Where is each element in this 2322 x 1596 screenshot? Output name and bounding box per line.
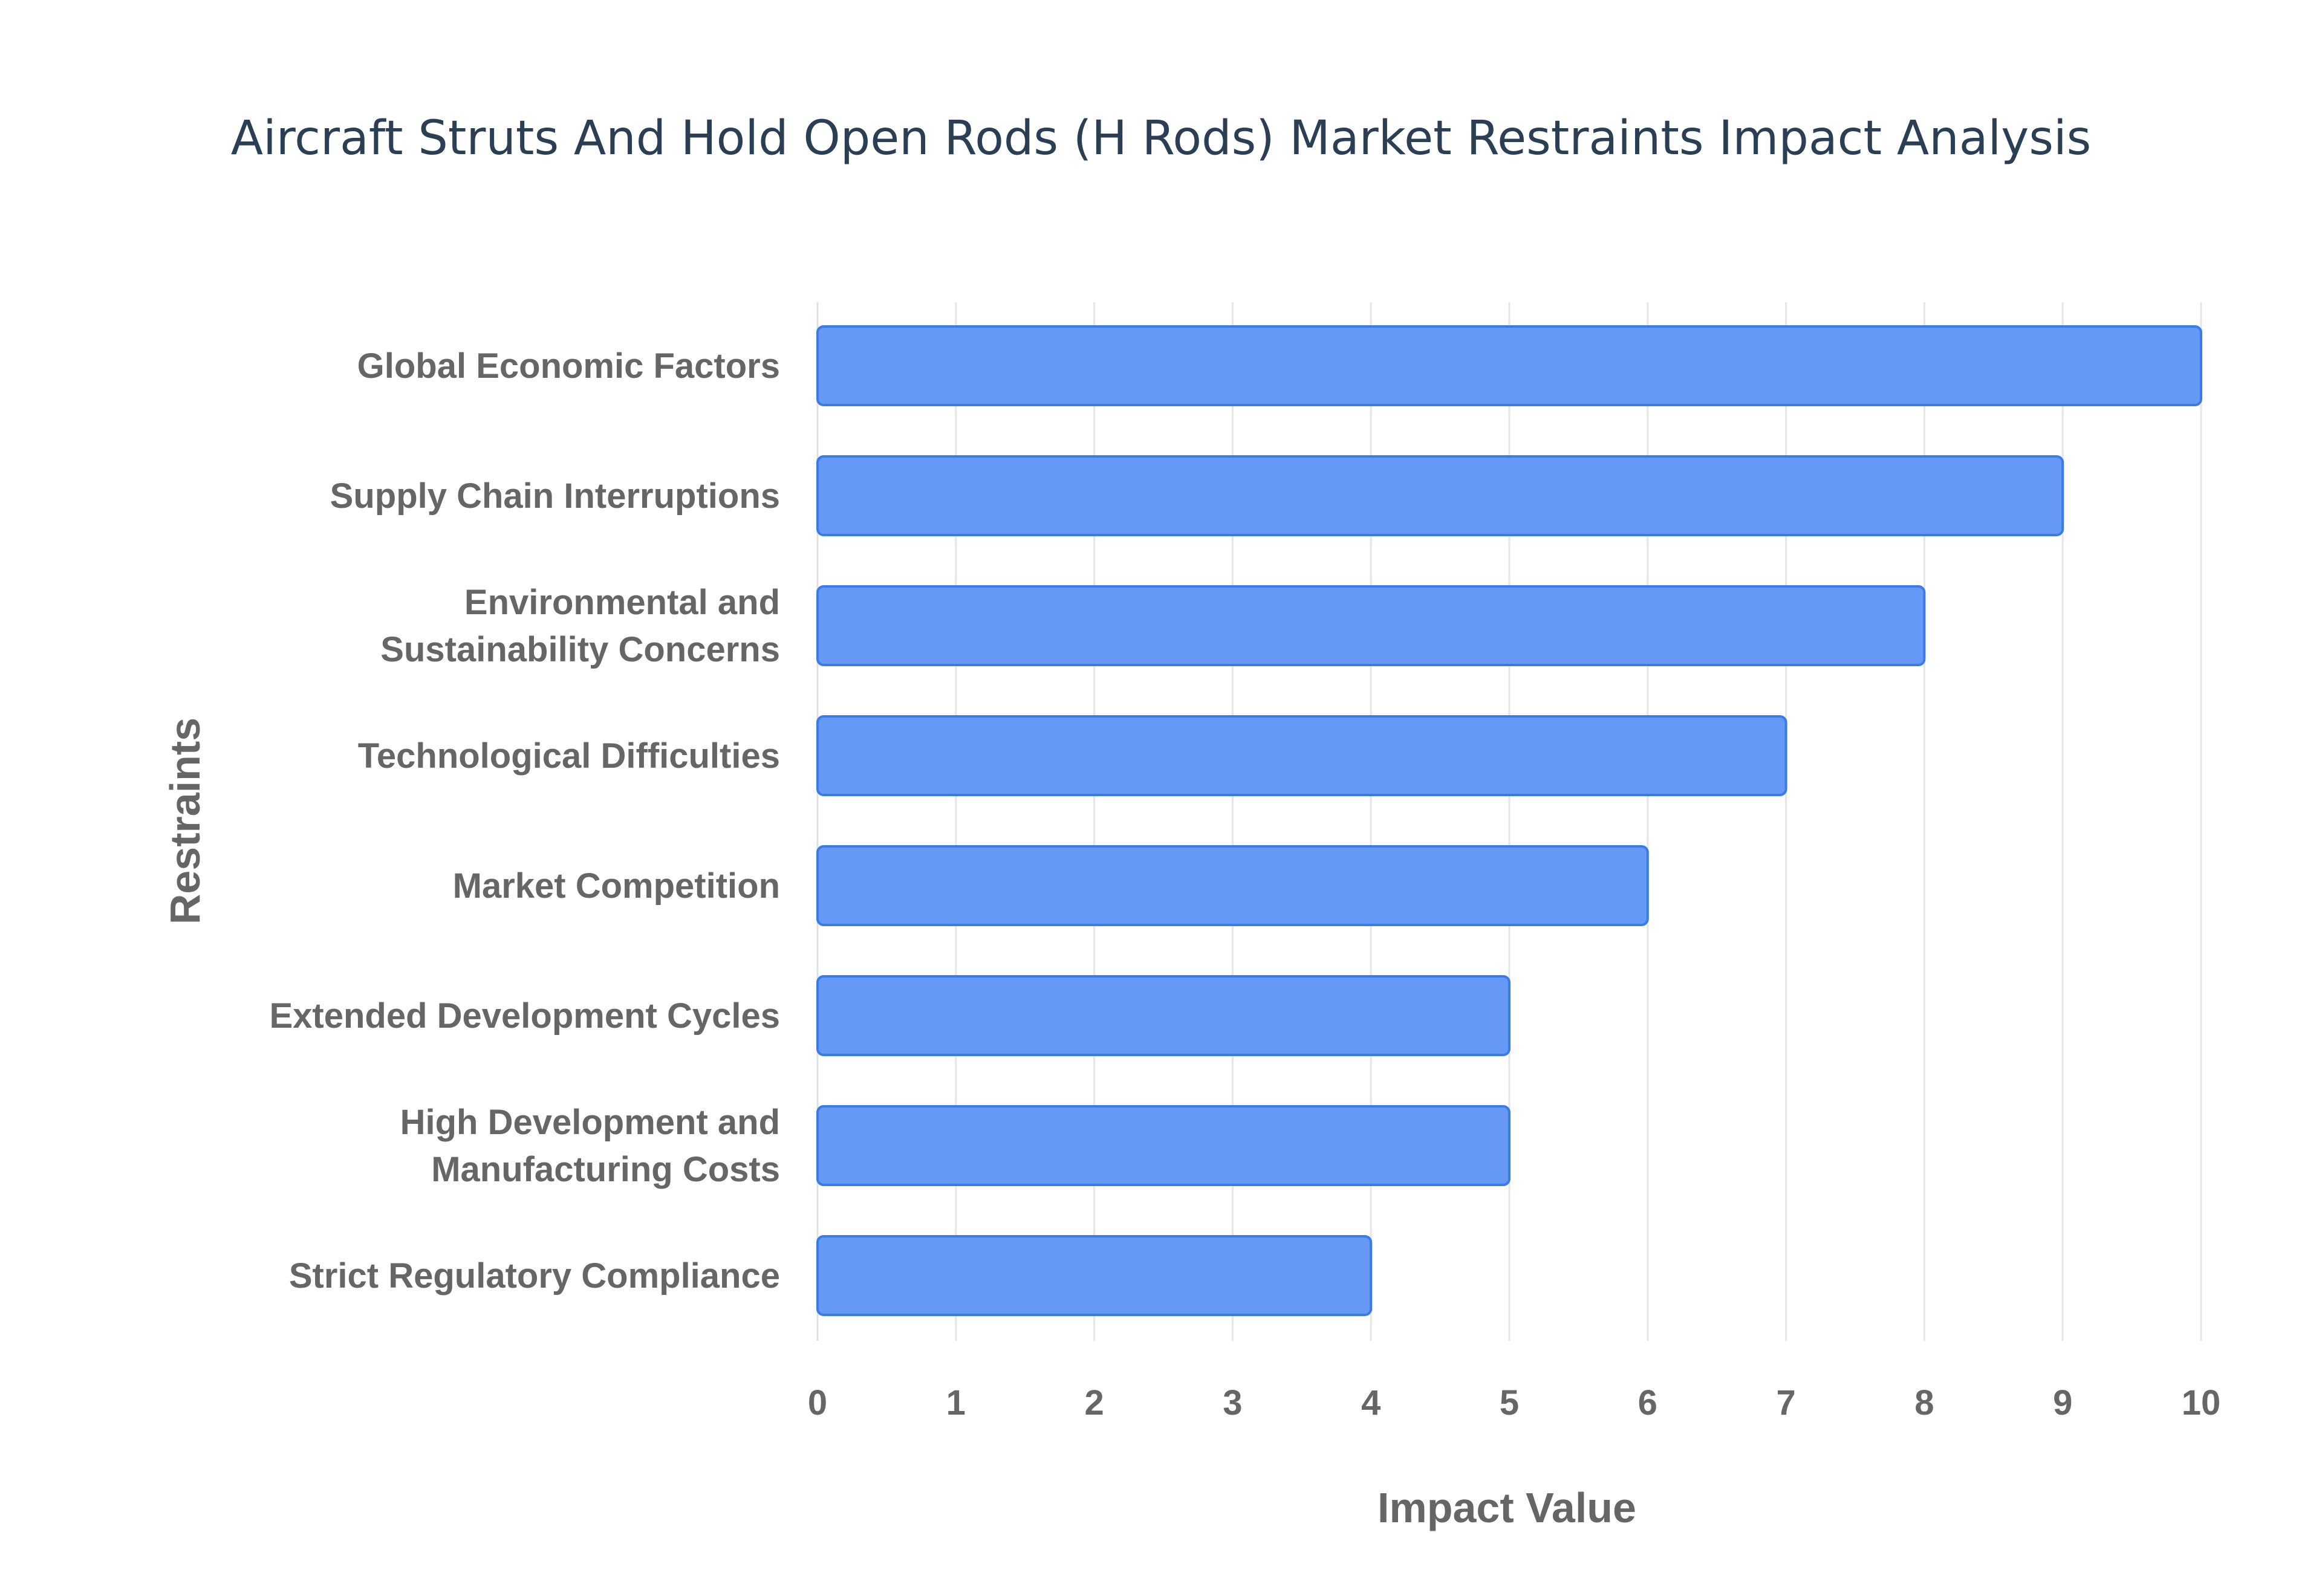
x-tick-label: 2 bbox=[1084, 1383, 1104, 1422]
bar bbox=[816, 1235, 1373, 1316]
category-label-line: Environmental and bbox=[464, 583, 780, 622]
x-tick-label: 9 bbox=[2053, 1383, 2072, 1422]
bar bbox=[816, 585, 1926, 666]
bar bbox=[816, 325, 2202, 406]
category-label: Extended Development Cycles bbox=[269, 996, 780, 1036]
category-label: High Development and Manufacturing Costs bbox=[400, 1103, 780, 1189]
bar bbox=[816, 715, 1787, 796]
y-axis-title: Restraints bbox=[161, 718, 209, 924]
category-label-line: Supply Chain Interruptions bbox=[330, 476, 780, 516]
category-label: Strict Regulatory Compliance bbox=[289, 1256, 780, 1296]
category-label: Technological Difficulties bbox=[358, 736, 780, 776]
x-tick-label: 3 bbox=[1223, 1383, 1242, 1422]
x-tick-label: 10 bbox=[2182, 1383, 2221, 1422]
category-label-line: Extended Development Cycles bbox=[269, 996, 780, 1036]
chart-title: Aircraft Struts And Hold Open Rods (H Ro… bbox=[231, 111, 2092, 166]
x-tick-label: 8 bbox=[1914, 1383, 1934, 1422]
bar bbox=[816, 455, 2064, 536]
bar bbox=[816, 975, 1511, 1056]
bar bbox=[816, 845, 1649, 926]
bar-layer bbox=[816, 325, 2202, 1316]
x-tick-label: 6 bbox=[1638, 1383, 1657, 1422]
category-label: Global Economic Factors bbox=[357, 346, 780, 386]
category-label: Supply Chain Interruptions bbox=[330, 476, 780, 516]
bar bbox=[816, 1105, 1511, 1186]
category-label-line: Manufacturing Costs bbox=[431, 1150, 780, 1189]
category-label-line: High Development and bbox=[400, 1103, 780, 1142]
category-label-line: Strict Regulatory Compliance bbox=[289, 1256, 780, 1296]
category-label-line: Global Economic Factors bbox=[357, 346, 780, 386]
category-labels: Global Economic Factors Supply Chain Inte… bbox=[269, 346, 780, 1296]
x-tick-label: 0 bbox=[808, 1383, 827, 1422]
x-tick-label: 4 bbox=[1361, 1383, 1381, 1422]
x-tick-label: 1 bbox=[946, 1383, 966, 1422]
x-tick-label: 7 bbox=[1776, 1383, 1795, 1422]
category-label: Market Competition bbox=[453, 866, 780, 906]
category-label: Environmental and Sustainability Concerns bbox=[380, 583, 780, 669]
x-tick-labels: 0 1 2 3 4 5 6 7 8 9 10 bbox=[808, 1383, 2220, 1422]
category-label-line: Technological Difficulties bbox=[358, 736, 780, 776]
category-label-line: Sustainability Concerns bbox=[380, 630, 780, 669]
x-axis-title: Impact Value bbox=[1377, 1484, 1636, 1531]
category-label-line: Market Competition bbox=[453, 866, 780, 906]
x-tick-label: 5 bbox=[1500, 1383, 1519, 1422]
